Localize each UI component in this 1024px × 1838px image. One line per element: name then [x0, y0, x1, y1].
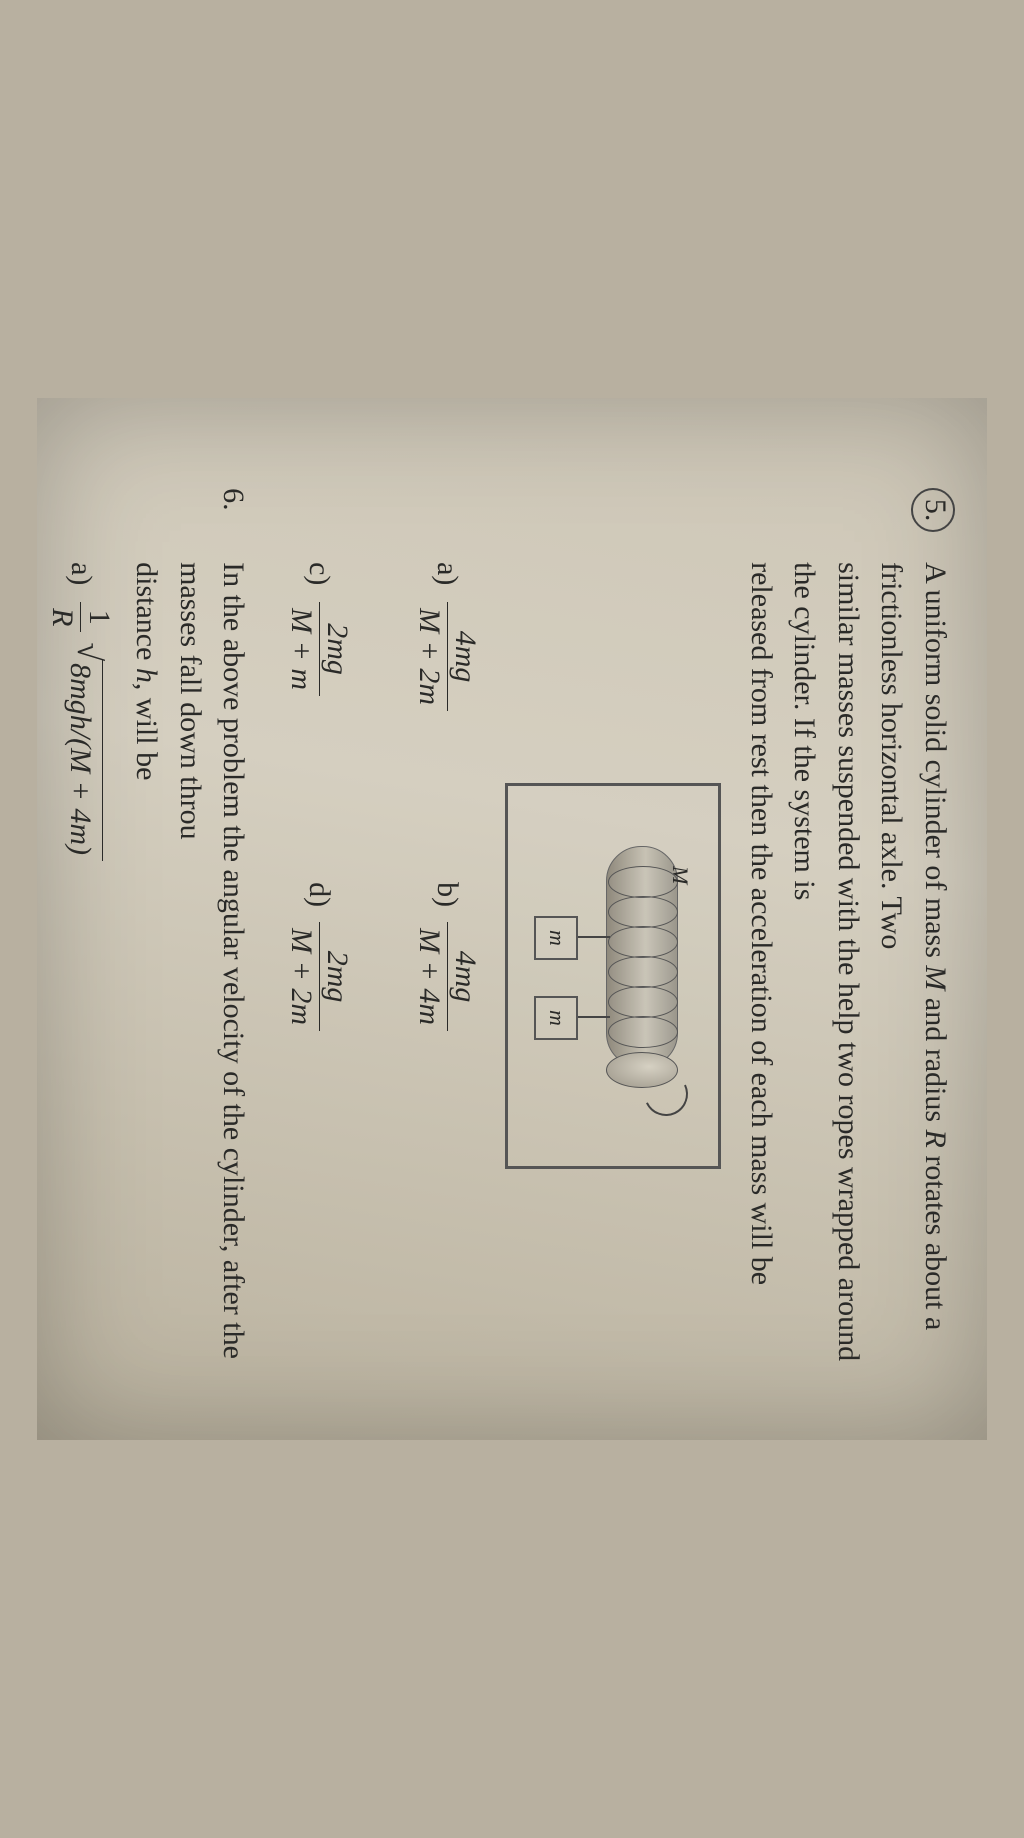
- q5-stem: A uniform solid cylinder of mass M and r…: [740, 562, 958, 1390]
- q5-stem-l1a: A uniform solid cylinder of mass: [919, 562, 952, 965]
- cylinder-ring: [609, 986, 679, 1018]
- q5-opt-d-num: 2mg: [322, 945, 354, 1009]
- q5-stem-l1b: and radius: [919, 990, 952, 1129]
- q5-option-a: a) 4mg M + 2m: [414, 562, 482, 822]
- q6-opt-a-coefnum: 1: [84, 604, 116, 631]
- q6-options-row1: a) 1 R √ 8mgh/(M + 4m) b): [0, 562, 115, 1390]
- q6-var-h: h: [131, 668, 164, 683]
- q5-opt-a-letter: a): [426, 562, 470, 592]
- q5-opt-b-frac: 4mg M + 4m: [414, 922, 482, 1031]
- q5-opt-b-letter: b): [426, 882, 470, 912]
- q5-opt-a-num: 4mg: [450, 625, 482, 689]
- cylinder-ring: [609, 926, 679, 958]
- q5-opt-d-letter: d): [298, 882, 342, 912]
- mass-box-right: m: [535, 996, 579, 1040]
- q6-stem-l2a: distance: [131, 562, 164, 668]
- q5-var-R: R: [919, 1130, 952, 1148]
- q5-opt-d-frac: 2mg M + 2m: [286, 922, 354, 1031]
- q5-opt-c-num: 2mg: [322, 617, 354, 681]
- fraction-bar: [447, 922, 448, 1031]
- q5-options: a) 4mg M + 2m b) 4mg M + 4m: [286, 562, 482, 1390]
- q6-opt-a-rad: 8mgh/(M + 4m): [59, 659, 104, 861]
- q5-opt-a-den: M + 2m: [414, 602, 446, 711]
- q6-opt-a-coef: 1 R: [47, 602, 115, 632]
- question-5: 5. A uniform solid cylinder of mass M an…: [286, 488, 958, 1390]
- fraction-bar: [81, 602, 82, 632]
- q5-number-text: 5.: [911, 488, 955, 532]
- figure-M-label: M: [665, 866, 697, 884]
- q5-opt-a-frac: 4mg M + 2m: [414, 602, 482, 711]
- q5-opt-c-letter: c): [298, 562, 342, 592]
- q5-body: A uniform solid cylinder of mass M and r…: [286, 562, 958, 1390]
- fraction-bar: [319, 922, 320, 1031]
- q6-number: 6.: [0, 488, 256, 538]
- cylinder-ring: [609, 1016, 679, 1048]
- q5-stem-l3: released from rest then the acceleration…: [745, 562, 778, 1285]
- q5-option-b: b) 4mg M + 4m: [414, 882, 482, 1142]
- q5-var-M: M: [919, 965, 952, 990]
- q5-option-c: c) 2mg M + m: [286, 562, 354, 822]
- q5-opt-b-num: 4mg: [450, 945, 482, 1009]
- page-paper: 5. A uniform solid cylinder of mass M an…: [37, 398, 987, 1440]
- mass-box-left: m: [535, 916, 579, 960]
- q6-stem-l1: In the above problem the angular velocit…: [174, 562, 251, 1359]
- cylinder-ring: [609, 896, 679, 928]
- q6-opt-a-sqrt: √ 8mgh/(M + 4m): [59, 642, 104, 861]
- q6-opt-a-coefden: R: [47, 602, 79, 632]
- rope-right: [579, 1016, 611, 1018]
- question-6: 6. In the above problem the angular velo…: [0, 488, 256, 1390]
- q5-number: 5.: [286, 488, 958, 538]
- q6-body: In the above problem the angular velocit…: [0, 562, 256, 1390]
- fraction-bar: [447, 602, 448, 711]
- q5-opt-c-den: M + m: [286, 602, 318, 696]
- rope-left: [579, 936, 611, 938]
- q5-opt-d-den: M + 2m: [286, 922, 318, 1031]
- q5-opt-b-den: M + 4m: [414, 922, 446, 1031]
- q5-figure: M m m: [506, 783, 722, 1169]
- q6-opt-a-letter: a): [59, 562, 103, 592]
- fraction-bar: [319, 602, 320, 696]
- q6-option-a: a) 1 R √ 8mgh/(M + 4m): [47, 562, 115, 861]
- q5-stem-l2: similar masses suspended with the help t…: [789, 562, 866, 1361]
- q5-option-d: d) 2mg M + 2m: [286, 882, 354, 1142]
- q5-opt-c-frac: 2mg M + m: [286, 602, 354, 696]
- q6-stem: In the above problem the angular velocit…: [125, 562, 256, 1390]
- cylinder-ring: [609, 956, 679, 988]
- q6-stem-l2b: , will be: [131, 683, 164, 781]
